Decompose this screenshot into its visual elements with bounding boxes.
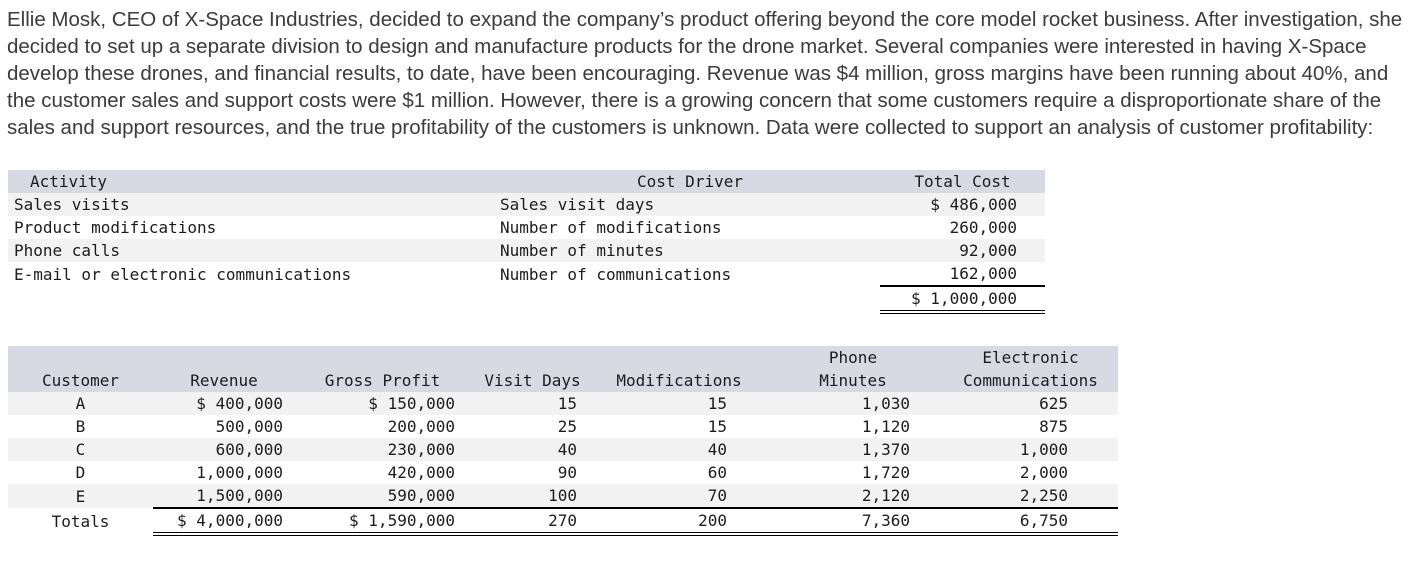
modifications-total-cell: 200 (595, 507, 763, 536)
revenue-cell: 600,000 (153, 438, 295, 461)
activity-cost-table: Activity Cost Driver Total Cost Sales vi… (8, 170, 1045, 314)
customer-row: C 600,000 230,000 40 40 1,370 1,000 (8, 438, 1118, 461)
customer-row: E 1,500,000 590,000 100 70 2,120 2,250 (8, 484, 1118, 508)
visit-days-cell: 90 (557, 463, 577, 482)
activity-cell: Phone calls (8, 239, 500, 262)
electronic-communications-column-header: Communications (943, 369, 1118, 392)
modifications-cell: 60 (707, 463, 727, 482)
grand-total-cell: $ 1,000,000 (880, 285, 1045, 314)
table-row: Product modifications Number of modifica… (8, 216, 1045, 239)
phone-minutes-cell: 2,120 (763, 484, 943, 508)
visit-days-cell: 15 (470, 392, 595, 415)
empty-header-cell (153, 346, 295, 369)
customer-cell: E (8, 484, 153, 508)
total-cost-cell: $ 486,000 (880, 193, 1045, 216)
visit-days-cell: 100 (470, 484, 595, 508)
total-row: $ 1,000,000 (8, 285, 1045, 314)
total-cost-cell: 92,000 (880, 239, 1045, 262)
phone-header-top: Phone (763, 346, 943, 369)
modifications-cell: 40 (595, 438, 763, 461)
gross-profit-total-cell: $ 1,590,000 (295, 507, 470, 536)
customer-table-header-row: Customer Revenue Gross Profit Visit Days… (8, 369, 1118, 392)
electronic-communications-total-cell: 6,750 (943, 507, 1118, 536)
totals-row: Totals $ 4,000,000 $ 1,590,000 270 200 7… (8, 507, 1118, 536)
empty-header-cell (8, 346, 153, 369)
customer-column-header: Customer (8, 369, 153, 392)
empty-header-cell (470, 346, 595, 369)
empty-header-cell (595, 346, 763, 369)
table-row: E-mail or electronic communications Numb… (8, 262, 1045, 286)
total-cost-column-header: Total Cost (880, 170, 1045, 193)
phone-minutes-total-cell: 7,360 (763, 507, 943, 536)
cost-driver-cell: Number of communications (500, 264, 732, 284)
electronic-communications-cell: 2,250 (943, 484, 1118, 508)
electronic-header-top: Electronic (943, 346, 1118, 369)
visit-days-column-header: Visit Days (470, 369, 595, 392)
phone-minutes-cell: 1,120 (861, 417, 910, 436)
revenue-cell: $ 400,000 (153, 392, 295, 415)
customer-row: B 500,000 200,000 25 15 1,120 875 (8, 415, 1118, 438)
revenue-cell: 1,000,000 (196, 463, 283, 482)
cost-driver-column-header: Cost Driver (500, 170, 880, 193)
cost-driver-cell: Number of modifications (500, 218, 722, 237)
visit-days-total-cell: 270 (470, 507, 595, 536)
gross-profit-cell: 230,000 (295, 438, 470, 461)
customer-row: D 1,000,000 420,000 90 60 1,720 2,000 (8, 461, 1118, 484)
page: Ellie Mosk, CEO of X-Space Industries, d… (7, 8, 1403, 536)
gross-profit-column-header: Gross Profit (295, 369, 470, 392)
activity-cell: Product modifications (14, 218, 217, 237)
revenue-cell: 1,500,000 (153, 484, 295, 508)
cost-table-header-row: Activity Cost Driver Total Cost (8, 170, 1045, 193)
phone-minutes-column-header: Minutes (763, 369, 943, 392)
total-cost-cell: 260,000 (949, 218, 1017, 237)
phone-minutes-cell: 1,030 (763, 392, 943, 415)
customer-cell: A (8, 392, 153, 415)
activity-column-header: Activity (8, 170, 500, 193)
electronic-communications-cell: 2,000 (1019, 463, 1068, 482)
modifications-cell: 70 (595, 484, 763, 508)
modifications-cell: 15 (707, 417, 727, 436)
modifications-column-header: Modifications (595, 369, 763, 392)
empty-cell (500, 286, 880, 312)
revenue-total-cell: $ 4,000,000 (153, 507, 295, 536)
customer-row: A $ 400,000 $ 150,000 15 15 1,030 625 (8, 392, 1118, 415)
customer-cell: B (75, 417, 86, 436)
revenue-column-header: Revenue (153, 369, 295, 392)
gross-profit-cell: 590,000 (295, 484, 470, 508)
customer-data-table: Phone Electronic Customer Revenue Gross … (8, 346, 1118, 536)
phone-minutes-cell: 1,370 (763, 438, 943, 461)
activity-cell: Sales visits (8, 193, 500, 216)
modifications-cell: 15 (595, 392, 763, 415)
electronic-communications-cell: 1,000 (943, 438, 1118, 461)
cost-driver-cell: Sales visit days (500, 193, 880, 216)
problem-statement: Ellie Mosk, CEO of X-Space Industries, d… (7, 8, 1403, 139)
table-row: Phone calls Number of minutes 92,000 (8, 239, 1045, 262)
gross-profit-cell: $ 150,000 (295, 392, 470, 415)
customer-cell: C (8, 438, 153, 461)
electronic-communications-cell: 625 (943, 392, 1118, 415)
activity-cell: E-mail or electronic communications (14, 264, 352, 284)
customer-cell: D (75, 463, 86, 482)
gross-profit-cell: 420,000 (387, 463, 455, 482)
visit-days-cell: 40 (470, 438, 595, 461)
empty-header-cell (295, 346, 470, 369)
totals-label-cell: Totals (8, 508, 153, 534)
visit-days-cell: 25 (557, 417, 577, 436)
revenue-cell: 500,000 (215, 417, 283, 436)
total-cost-cell: 162,000 (949, 264, 1017, 283)
empty-cell (8, 286, 500, 312)
customer-table-header-row-top: Phone Electronic (8, 346, 1118, 369)
gross-profit-cell: 200,000 (387, 417, 455, 436)
electronic-communications-cell: 875 (1039, 417, 1068, 436)
phone-minutes-cell: 1,720 (861, 463, 910, 482)
table-row: Sales visits Sales visit days $ 486,000 (8, 193, 1045, 216)
cost-driver-cell: Number of minutes (500, 239, 880, 262)
